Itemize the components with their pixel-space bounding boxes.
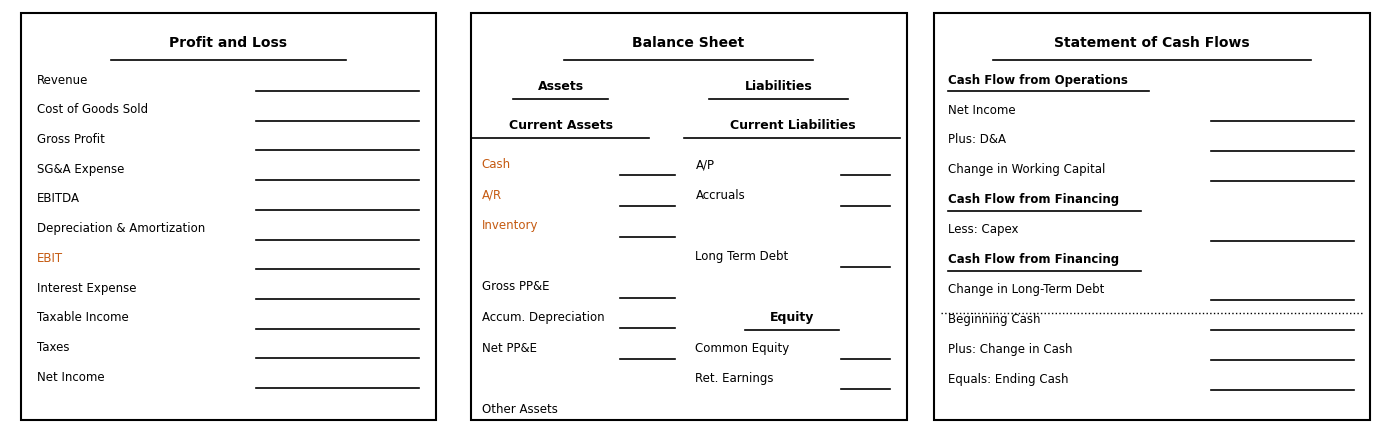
Text: Assets: Assets [537, 80, 584, 93]
Text: Revenue: Revenue [37, 74, 89, 87]
Text: Statement of Cash Flows: Statement of Cash Flows [1055, 36, 1250, 50]
Text: Beginning Cash: Beginning Cash [948, 313, 1041, 326]
Text: A/R: A/R [482, 189, 502, 202]
Text: A/P: A/P [695, 158, 714, 171]
Bar [471, 13, 907, 420]
Text: Balance Sheet: Balance Sheet [632, 36, 745, 50]
Text: Net Income: Net Income [948, 103, 1016, 116]
Text: Other Assets: Other Assets [482, 403, 558, 416]
Text: Net PP&E: Net PP&E [482, 342, 537, 355]
Text: Taxable Income: Taxable Income [37, 311, 129, 324]
Text: EBITDA: EBITDA [37, 193, 80, 206]
Text: Plus: D&A: Plus: D&A [948, 133, 1006, 146]
Text: Gross Profit: Gross Profit [37, 133, 105, 146]
Text: Equals: Ending Cash: Equals: Ending Cash [948, 373, 1068, 386]
Text: Gross PP&E: Gross PP&E [482, 280, 549, 294]
Text: Cash: Cash [482, 158, 511, 171]
Text: Taxes: Taxes [37, 341, 69, 354]
Text: Cash Flow from Financing: Cash Flow from Financing [948, 193, 1120, 206]
Bar [21, 13, 436, 420]
Text: Inventory: Inventory [482, 219, 538, 232]
Text: Cash Flow from Financing: Cash Flow from Financing [948, 253, 1120, 266]
Text: Long Term Debt: Long Term Debt [695, 250, 789, 263]
Text: Plus: Change in Cash: Plus: Change in Cash [948, 343, 1073, 356]
Text: Depreciation & Amortization: Depreciation & Amortization [37, 222, 206, 235]
Text: Accruals: Accruals [695, 189, 745, 202]
Text: Accum. Depreciation: Accum. Depreciation [482, 311, 605, 324]
Text: Cash Flow from Operations: Cash Flow from Operations [948, 74, 1128, 87]
Text: Less: Capex: Less: Capex [948, 223, 1019, 236]
Text: Cost of Goods Sold: Cost of Goods Sold [37, 103, 148, 116]
Text: Change in Working Capital: Change in Working Capital [948, 163, 1106, 176]
Text: Change in Long-Term Debt: Change in Long-Term Debt [948, 283, 1104, 296]
Text: Interest Expense: Interest Expense [37, 281, 137, 294]
Text: SG&A Expense: SG&A Expense [37, 163, 125, 176]
Text: Profit and Loss: Profit and Loss [169, 36, 288, 50]
Text: Current Assets: Current Assets [508, 119, 613, 132]
Text: Liabilities: Liabilities [745, 80, 812, 93]
Text: Equity: Equity [770, 311, 815, 324]
Text: Current Liabilities: Current Liabilities [729, 119, 855, 132]
Bar [934, 13, 1370, 420]
Text: Common Equity: Common Equity [695, 342, 790, 355]
Text: EBIT: EBIT [37, 252, 64, 265]
Text: Ret. Earnings: Ret. Earnings [695, 372, 774, 385]
Text: Net Income: Net Income [37, 371, 105, 384]
